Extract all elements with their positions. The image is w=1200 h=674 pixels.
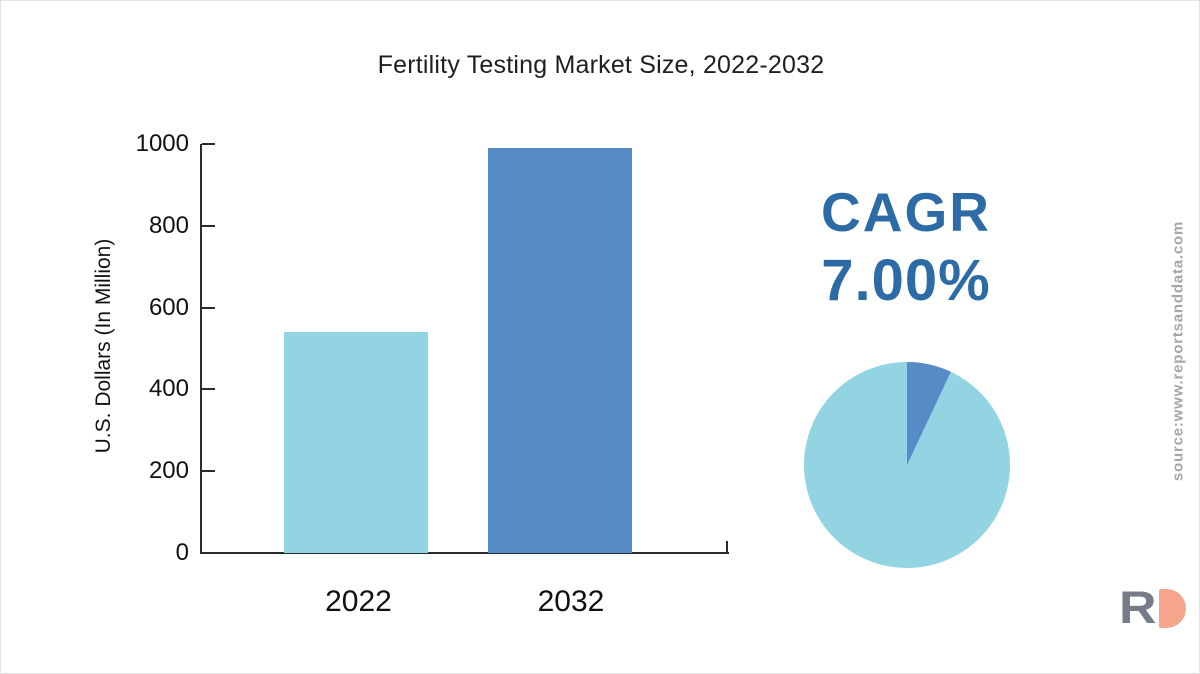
logo-letter-r: R — [1119, 582, 1157, 634]
bar-2032 — [488, 148, 632, 553]
y-tick-mark — [202, 470, 215, 473]
x-tick-label-2032: 2032 — [537, 585, 605, 618]
y-axis-line — [200, 144, 202, 554]
y-tick-label: 600 — [148, 293, 189, 321]
cagr-label: CAGR — [821, 181, 991, 243]
y-tick-mark — [202, 224, 215, 227]
bar-2022 — [284, 332, 428, 553]
y-tick-label: 800 — [148, 211, 189, 239]
pie-slice-minor — [907, 361, 951, 465]
source-watermark: source:www.reportsanddata.com — [1169, 220, 1187, 482]
x-axis-line — [200, 552, 729, 554]
y-tick-label: 0 — [175, 539, 189, 566]
y-tick-label: 1000 — [135, 130, 189, 157]
logo-letter-d-shape — [1158, 588, 1186, 628]
y-tick-mark — [202, 388, 215, 391]
x-tick-label-2022: 2022 — [325, 585, 392, 618]
cagr-callout: CAGR 7.00% — [771, 183, 1041, 311]
pie-chart — [803, 361, 1011, 569]
y-tick-label: 400 — [148, 375, 189, 403]
x-axis-end-tick — [726, 541, 728, 552]
y-tick-mark — [202, 306, 215, 309]
brand-logo: R — [1119, 585, 1186, 631]
y-tick-mark — [202, 143, 215, 145]
cagr-value: 7.00% — [821, 248, 991, 313]
chart-title: Fertility Testing Market Size, 2022-2032 — [377, 51, 825, 79]
y-axis-title: U.S. Dollars (In Million) — [92, 238, 115, 454]
y-tick-label: 200 — [148, 457, 189, 485]
